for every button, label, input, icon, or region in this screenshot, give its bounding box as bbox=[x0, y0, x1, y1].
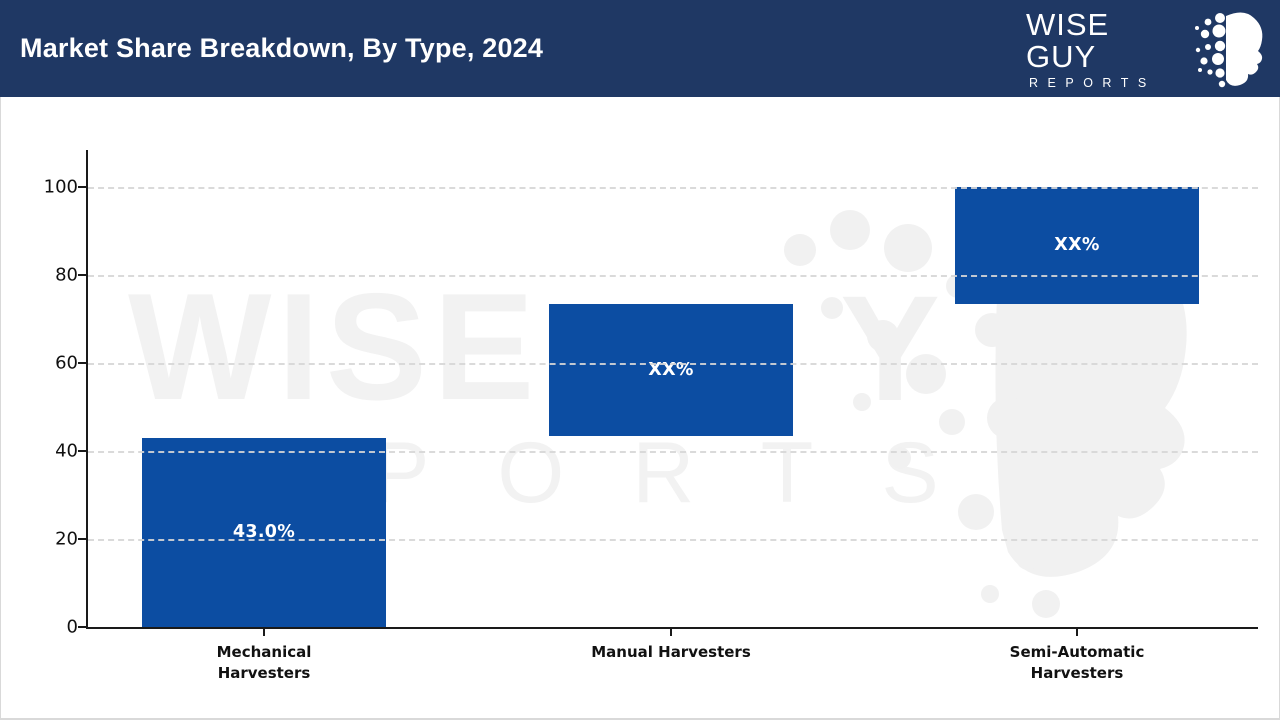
bar-value-label: XX% bbox=[1054, 235, 1100, 256]
wiseguy-face-icon bbox=[1195, 12, 1263, 88]
y-tick-label: 0 bbox=[66, 616, 78, 638]
x-tick-mark bbox=[263, 629, 265, 636]
gridline bbox=[88, 275, 1258, 277]
bar-2: XX% bbox=[549, 303, 793, 436]
y-tick-label: 60 bbox=[55, 352, 78, 374]
y-tick-mark bbox=[78, 626, 86, 628]
y-tick-mark bbox=[78, 186, 86, 188]
y-tick-label: 40 bbox=[55, 440, 78, 462]
logo-subtitle: REPORTS bbox=[1029, 75, 1156, 90]
y-tick-label: 100 bbox=[43, 176, 78, 198]
gridline bbox=[88, 451, 1258, 453]
y-tick-label: 80 bbox=[55, 264, 78, 286]
x-axis-category-label: Manual Harvesters bbox=[591, 643, 751, 661]
page-title: Market Share Breakdown, By Type, 2024 bbox=[20, 33, 544, 63]
y-tick-mark bbox=[78, 274, 86, 276]
gridline bbox=[88, 363, 1258, 365]
x-axis-line bbox=[86, 627, 1258, 629]
bar-3: XX% bbox=[955, 187, 1199, 304]
x-tick-mark bbox=[1076, 629, 1078, 636]
x-axis-category-label: Mechanical Harvesters bbox=[216, 643, 312, 682]
y-tick-mark bbox=[78, 450, 86, 452]
logo-wordmark: WISE GUY bbox=[1026, 6, 1110, 74]
header-banner: Market Share Breakdown, By Type, 2024 WI… bbox=[0, 0, 1280, 97]
watermark-subtitle: PORTS bbox=[372, 425, 1007, 521]
y-tick-mark bbox=[78, 362, 86, 364]
bar-1: 43.0% bbox=[142, 437, 386, 627]
y-tick-label: 20 bbox=[55, 528, 78, 550]
watermark-face-icon: Y bbox=[784, 210, 1187, 618]
x-axis-category-label: Semi-Automatic Harvesters bbox=[1009, 643, 1145, 682]
watermark-wordmark: WISE bbox=[128, 262, 541, 432]
wiseguy-logo: WISE GUY REPORTS bbox=[1026, 6, 1266, 92]
y-axis-line bbox=[86, 150, 88, 629]
x-tick-mark bbox=[670, 629, 672, 636]
y-tick-mark bbox=[78, 538, 86, 540]
gridline bbox=[88, 539, 1258, 541]
bar-value-label: 43.0% bbox=[232, 522, 296, 543]
plot-area: 0 20 40 60 80 100 43.0% Mechanical Harvesters XX… bbox=[44, 150, 1258, 682]
wiseguy-logo-text: WISE GUY REPORTS bbox=[1026, 6, 1188, 90]
gridline bbox=[88, 187, 1258, 189]
